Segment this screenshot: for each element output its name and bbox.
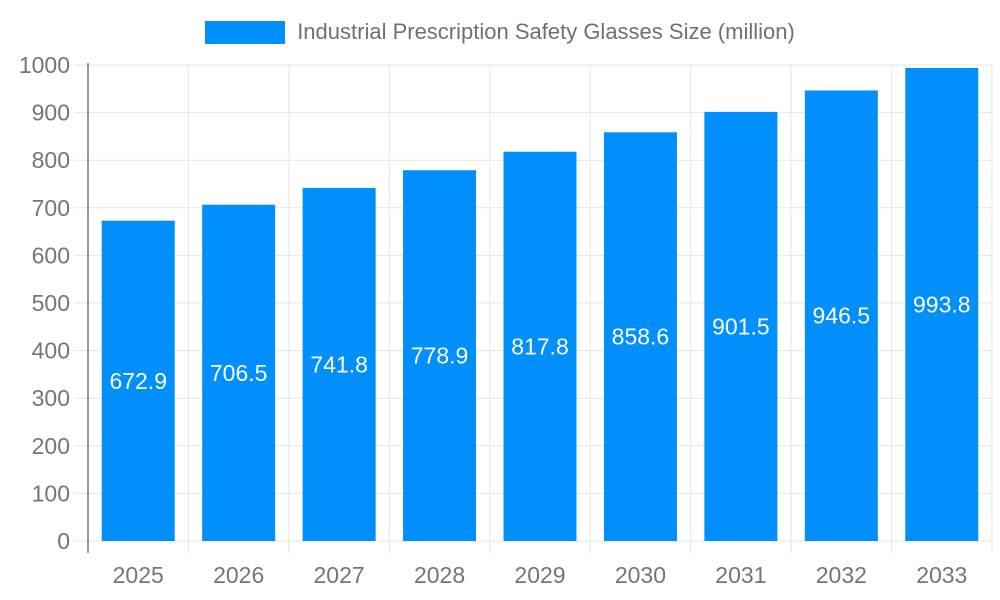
x-tick-label: 2026 (213, 562, 264, 588)
bar-value-label: 741.8 (310, 351, 368, 377)
y-tick-label: 400 (32, 338, 70, 364)
chart-legend[interactable]: Industrial Prescription Safety Glasses S… (0, 18, 1000, 46)
bar-2030[interactable] (603, 132, 677, 541)
bar-2031[interactable] (704, 111, 778, 542)
bar-2032[interactable] (804, 90, 878, 541)
x-tick-label: 2030 (615, 562, 666, 588)
y-tick-label: 1000 (19, 52, 70, 78)
x-tick-label: 2025 (113, 562, 164, 588)
bar-2026[interactable] (202, 204, 276, 541)
y-tick-label: 0 (57, 528, 70, 554)
y-tick-label: 900 (32, 100, 70, 126)
x-tick-label: 2028 (414, 562, 465, 588)
bar-value-label: 778.9 (411, 343, 469, 369)
x-tick-label: 2027 (314, 562, 365, 588)
bar-value-label: 901.5 (712, 313, 770, 339)
x-tick-label: 2031 (715, 562, 766, 588)
y-tick-label: 700 (32, 195, 70, 221)
bar-2028[interactable] (403, 170, 477, 542)
y-tick-label: 200 (32, 433, 70, 459)
legend-label: Industrial Prescription Safety Glasses S… (297, 19, 795, 44)
y-tick-label: 800 (32, 147, 70, 173)
x-tick-label: 2032 (816, 562, 867, 588)
bar-2027[interactable] (302, 187, 376, 541)
legend-swatch (205, 20, 286, 44)
bar-value-label: 993.8 (913, 291, 971, 317)
bar-value-label: 706.5 (210, 360, 268, 386)
y-tick-label: 600 (32, 242, 70, 268)
bar-value-label: 672.9 (109, 368, 167, 394)
bar-value-label: 946.5 (813, 303, 871, 329)
x-tick-label: 2029 (514, 562, 565, 588)
bar-value-label: 858.6 (612, 324, 670, 350)
bar-2025[interactable] (101, 220, 175, 542)
y-tick-label: 300 (32, 385, 70, 411)
bar-2029[interactable] (503, 151, 577, 541)
y-tick-label: 100 (32, 480, 70, 506)
bar-value-label: 817.8 (511, 333, 569, 359)
bar-2033[interactable] (905, 67, 979, 541)
y-tick-label: 500 (32, 290, 70, 316)
x-tick-label: 2033 (916, 562, 967, 588)
